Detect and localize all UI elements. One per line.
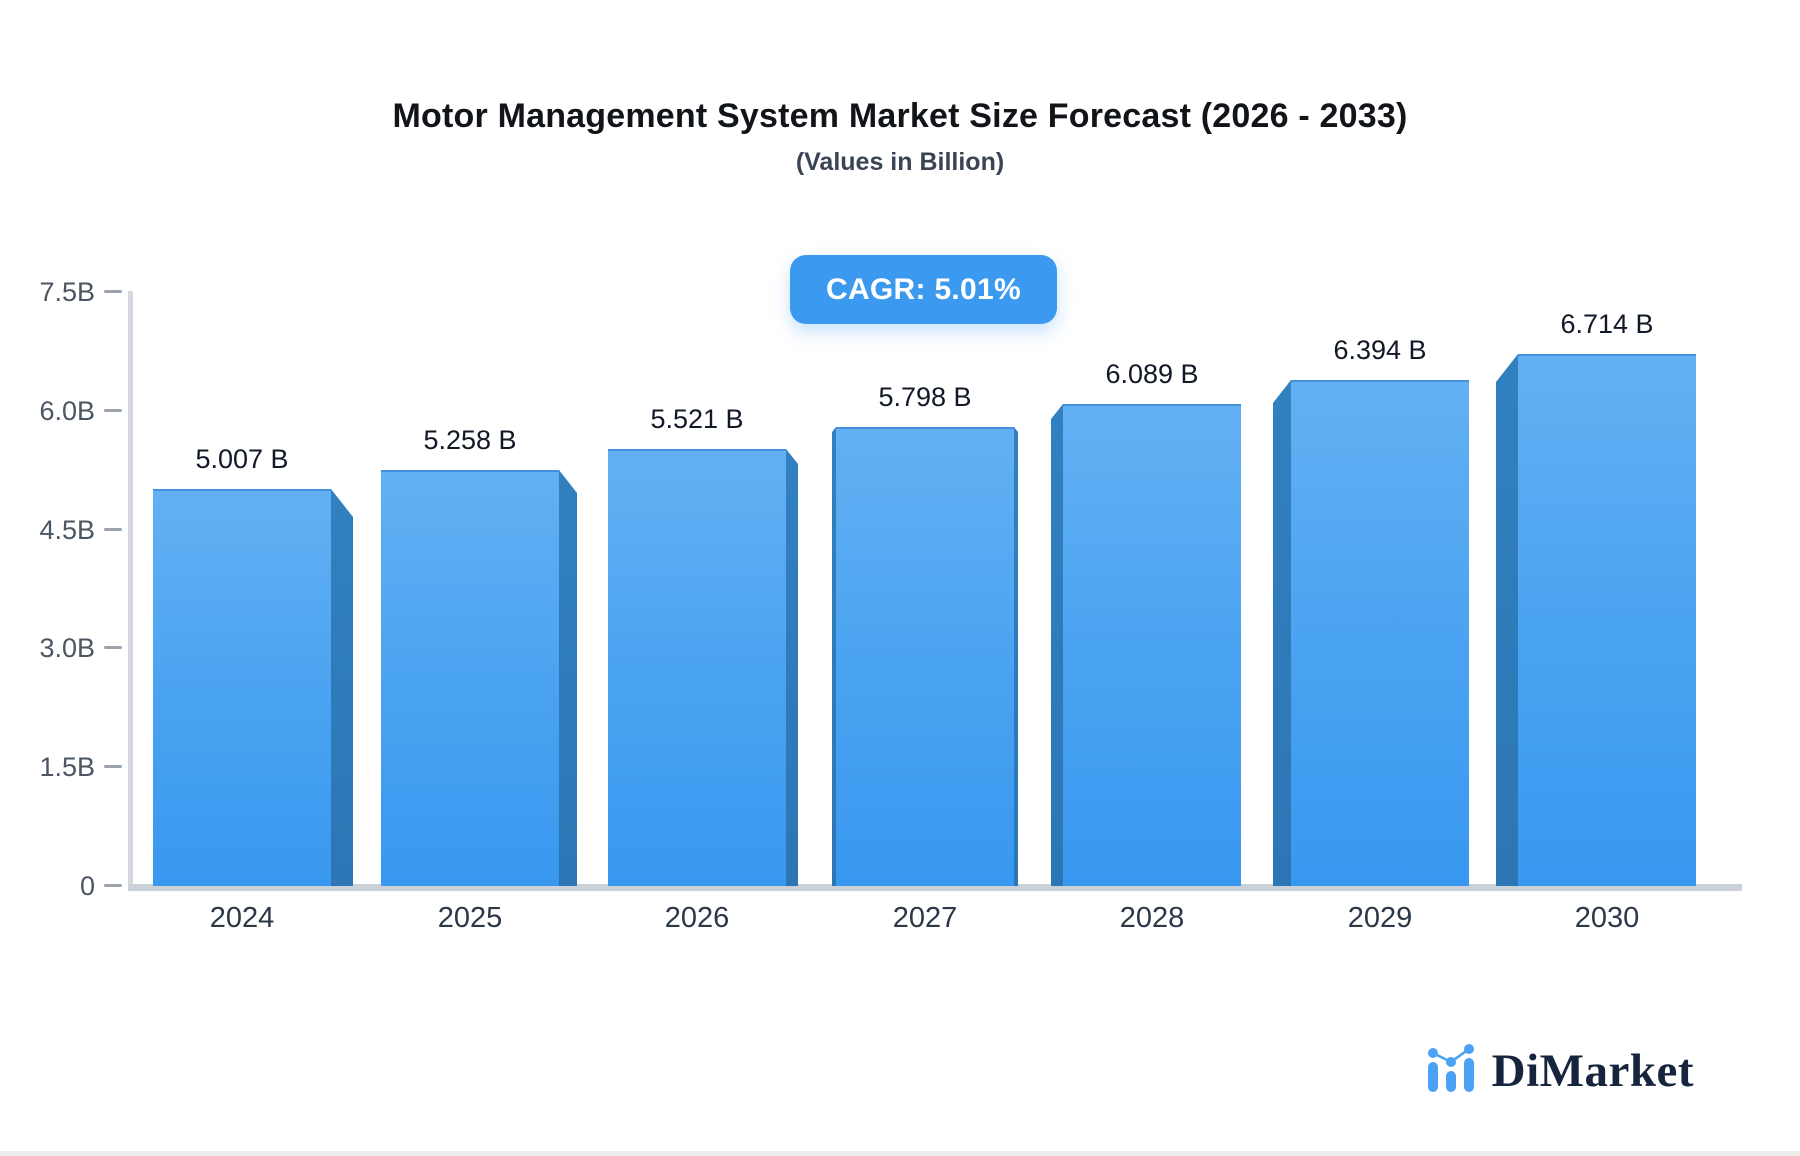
bar-value-2027: 5.798 B [878,382,972,412]
chart-subtitle: (Values in Billion) [795,148,1005,176]
bar-2025-side-right [559,470,577,886]
brand-logo-text: DiMarket [1491,1044,1694,1097]
y-axis-tick [104,884,122,887]
y-axis-tick [104,646,122,649]
bar-2026-side-right [786,449,798,886]
x-axis-label-2024: 2024 [209,902,275,934]
bar-2029[interactable] [1291,380,1469,886]
y-axis-tick [104,290,122,293]
x-axis-label-2029: 2029 [1347,902,1413,934]
chart-title: Motor Management System Market Size Fore… [392,97,1408,135]
cagr-badge: CAGR: 5.01% [790,255,1057,324]
y-axis-tick [104,409,122,412]
bar-value-2025: 5.258 B [423,425,517,455]
y-axis-label-7.5B: 7.5B [39,277,95,307]
page-bottom-edge [0,1151,1800,1156]
bar-2024-side-right [331,489,353,886]
y-axis-line [128,291,133,888]
x-axis-label-2027: 2027 [892,902,958,934]
bar-2027-side-right [1014,427,1018,886]
y-axis-tick [104,528,122,531]
x-axis-label-2028: 2028 [1119,902,1185,934]
x-axis-label-2025: 2025 [437,902,503,934]
bar-2029-side-left [1273,380,1291,886]
bar-2026[interactable] [608,449,786,886]
bar-2025[interactable] [381,470,559,886]
bar-2024[interactable] [153,489,331,886]
cagr-badge-label: CAGR: 5.01% [825,272,1022,306]
x-axis-label-2026: 2026 [664,902,730,934]
y-axis-label-0: 0 [79,871,95,901]
bar-value-2026: 5.521 B [650,404,744,434]
bar-value-2029: 6.394 B [1333,335,1427,365]
bar-2027[interactable] [836,427,1014,886]
bar-2027-side-left [832,427,836,886]
bar-value-2030: 6.714 B [1560,309,1654,339]
bar-2030-side-left [1496,354,1518,886]
bar-chart-logo-icon [1424,1040,1480,1101]
y-axis-label-4.5B: 4.5B [39,515,95,545]
y-axis-label-6.0B: 6.0B [39,396,95,426]
bar-value-2024: 5.007 B [195,444,289,474]
y-axis-label-3.0B: 3.0B [39,633,95,663]
bar-2028[interactable] [1063,404,1241,886]
bar-2030[interactable] [1518,354,1696,886]
y-axis-tick [104,765,122,768]
bar-2028-side-left [1051,404,1063,886]
x-axis-label-2030: 2030 [1574,902,1640,934]
brand-logo: DiMarket [1424,1040,1694,1101]
y-axis-label-1.5B: 1.5B [39,752,95,782]
bar-value-2028: 6.089 B [1105,359,1199,389]
x-axis-line [128,884,1742,891]
